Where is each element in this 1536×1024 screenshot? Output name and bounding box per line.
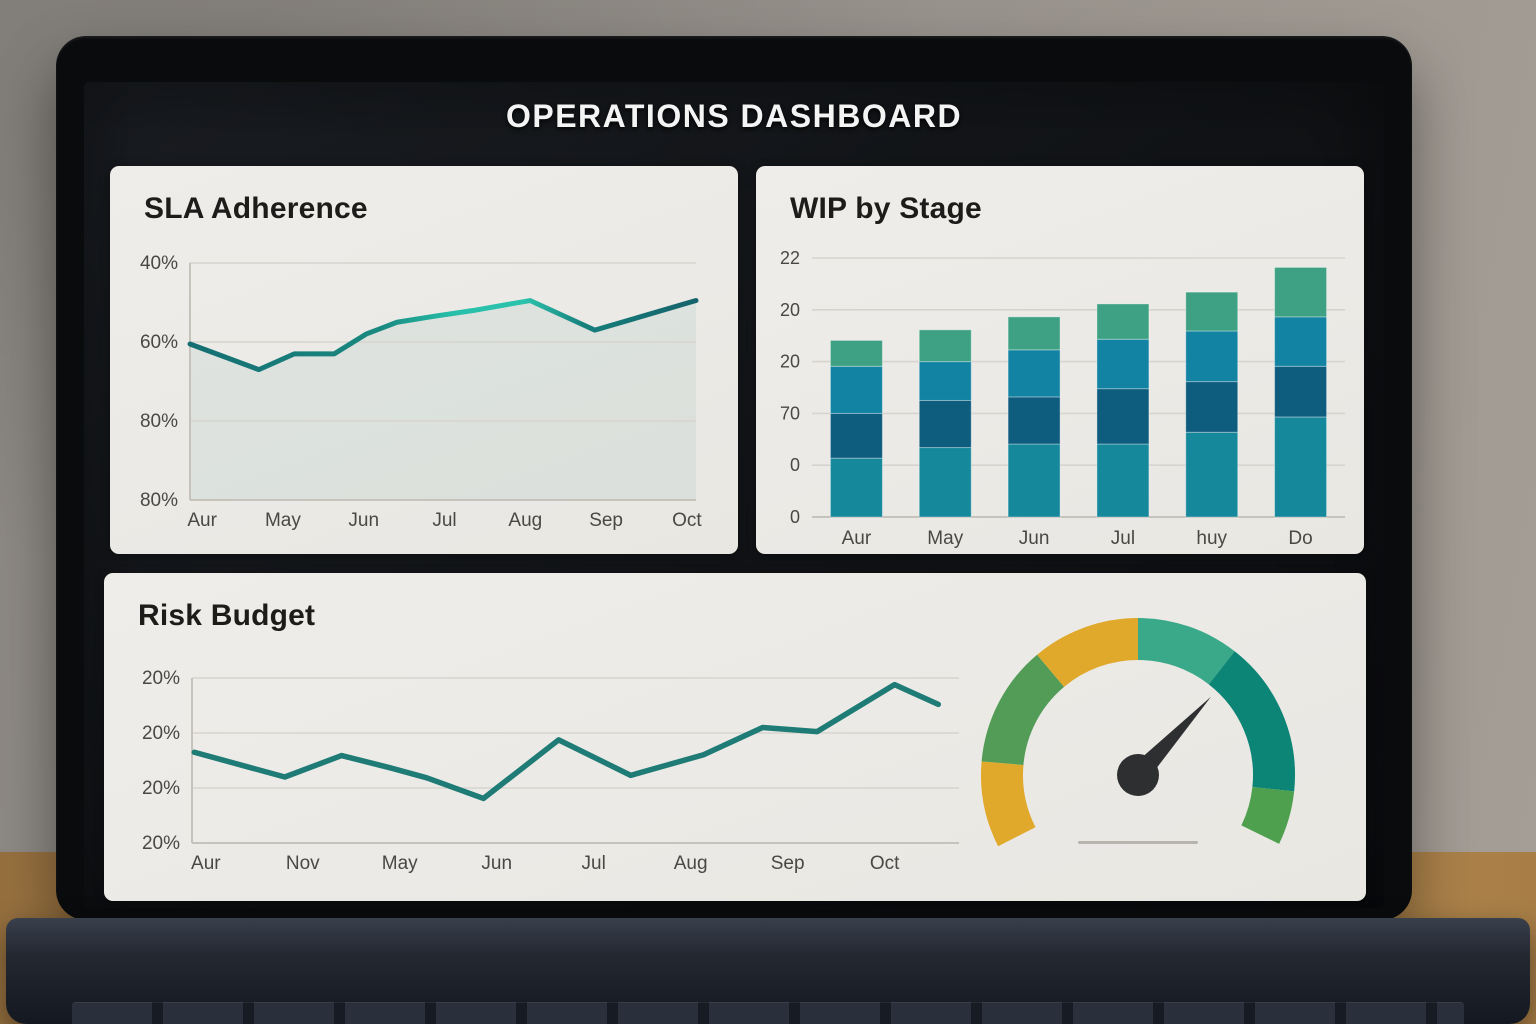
- svg-text:Nov: Nov: [286, 853, 320, 874]
- risk-panel: Risk Budget 20% 20% 20% 20% Aur Nov May Jun Jul A…: [104, 573, 1366, 901]
- sla-line-chart: 40% 60% 80% 80% Aur May Jun Jul Aug Sep Oct: [140, 253, 702, 531]
- svg-text:May: May: [927, 528, 963, 549]
- svg-text:20%: 20%: [142, 778, 180, 799]
- svg-text:Oct: Oct: [672, 510, 702, 531]
- svg-text:20%: 20%: [142, 668, 180, 689]
- svg-text:40%: 40%: [140, 253, 178, 274]
- svg-text:20%: 20%: [142, 723, 180, 744]
- svg-text:Sep: Sep: [771, 853, 805, 874]
- svg-text:0: 0: [790, 455, 800, 475]
- laptop-base: [6, 918, 1530, 1024]
- svg-text:20%: 20%: [142, 833, 180, 854]
- svg-text:Jun: Jun: [1019, 528, 1050, 549]
- svg-text:Jul: Jul: [1111, 528, 1135, 549]
- keyboard-keys: [72, 1002, 1464, 1024]
- wip-panel-title: WIP by Stage: [790, 192, 982, 225]
- risk-line-chart: 20% 20% 20% 20% Aur Nov May Jun Jul Aug Sep Oct: [142, 668, 959, 874]
- svg-text:Sep: Sep: [589, 510, 623, 531]
- svg-text:Aur: Aur: [187, 510, 217, 531]
- risk-panel-title: Risk Budget: [138, 599, 316, 632]
- svg-text:Jul: Jul: [432, 510, 456, 531]
- svg-text:Do: Do: [1288, 528, 1312, 549]
- svg-text:Jun: Jun: [481, 853, 512, 874]
- svg-text:0: 0: [790, 507, 800, 527]
- svg-text:May: May: [265, 510, 301, 531]
- laptop-display: OPERATIONS DASHBOARD SLA Adherence 40% 60…: [84, 82, 1384, 908]
- sla-panel-title: SLA Adherence: [144, 192, 368, 225]
- svg-text:Jun: Jun: [348, 510, 379, 531]
- svg-text:Oct: Oct: [870, 853, 900, 874]
- svg-text:20: 20: [780, 352, 800, 372]
- svg-text:80%: 80%: [140, 411, 178, 432]
- svg-text:70: 70: [780, 403, 800, 423]
- dashboard-title: OPERATIONS DASHBOARD: [505, 98, 963, 134]
- svg-text:80%: 80%: [140, 490, 178, 511]
- wip-stacked-bar-chart: 22 20 20 70 0 0 Aur May Jun Jul huy Do: [780, 248, 1345, 549]
- sla-panel: SLA Adherence 40% 60% 80% 80% Aur May Jun Jul Au…: [110, 166, 738, 554]
- laptop-bezel: OPERATIONS DASHBOARD SLA Adherence 40% 60…: [56, 36, 1412, 958]
- svg-text:Aur: Aur: [842, 528, 872, 549]
- svg-text:Aur: Aur: [191, 853, 221, 874]
- svg-text:Aug: Aug: [674, 853, 708, 874]
- wip-panel: WIP by Stage 22 20 20 70 0 0 Aur May Jun Jul huy Do: [756, 166, 1364, 554]
- svg-text:huy: huy: [1196, 528, 1227, 549]
- svg-text:60%: 60%: [140, 332, 178, 353]
- svg-text:May: May: [382, 853, 418, 874]
- svg-text:20: 20: [780, 300, 800, 320]
- svg-text:22: 22: [780, 248, 800, 268]
- svg-text:Jul: Jul: [582, 853, 606, 874]
- risk-gauge: [981, 618, 1295, 847]
- svg-text:Aug: Aug: [508, 510, 542, 531]
